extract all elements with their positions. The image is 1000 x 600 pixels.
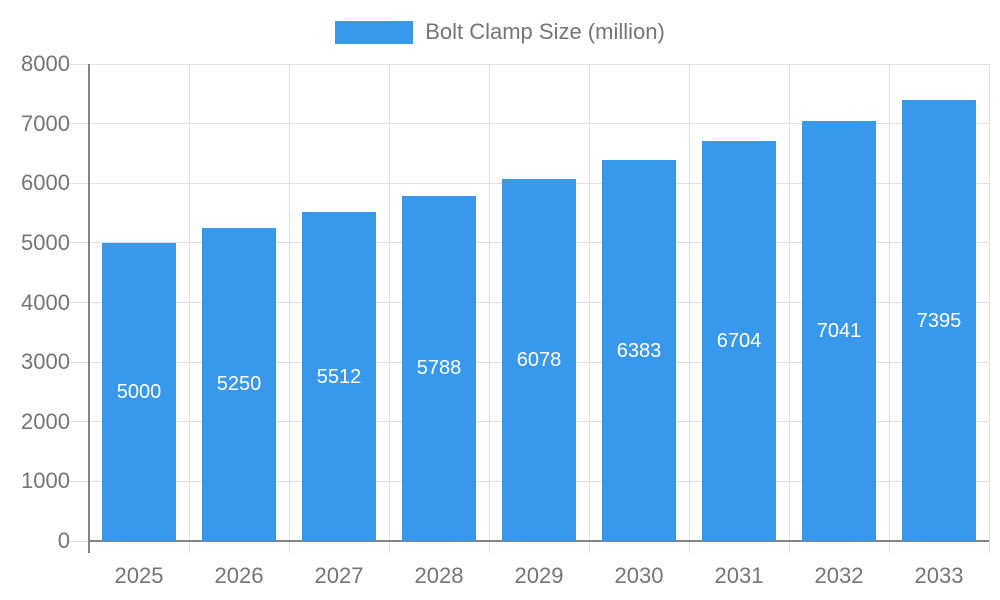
x-tick-label-2031: 2031 [714,563,764,588]
bar-value-label-2029: 6078 [516,348,562,371]
gridline-x-9 [988,64,990,553]
bar-value-label-2033: 7395 [916,309,962,332]
x-tick-label-2032: 2032 [814,563,864,588]
x-tick-label-2033: 2033 [914,563,964,588]
y-tick-label-7000: 7000 [21,110,70,136]
bar-2030 [602,160,676,541]
bar-2031 [702,141,776,541]
x-tick-label-2025: 2025 [114,563,164,588]
gridline-y-7000 [69,123,989,125]
bar-2032 [802,121,876,541]
y-tick-label-8000: 8000 [21,51,70,76]
x-tick-label-2030: 2030 [614,563,664,588]
gridline-x-6 [688,64,690,553]
gridline-x-5 [588,64,590,553]
gridline-x-4 [488,64,490,553]
legend-swatch [335,20,414,44]
bar-value-label-2027: 5512 [316,365,362,388]
tick-y-0 [69,540,89,542]
bar-value-label-2032: 7041 [816,320,862,343]
bar-value-label-2031: 6704 [716,330,762,353]
y-tick-label-6000: 6000 [21,170,70,196]
bar-2027 [302,212,376,541]
gridline-x-3 [388,64,390,553]
bar-2033 [902,100,976,541]
bar-value-label-2030: 6383 [616,339,662,362]
bar-value-label-2025: 5000 [116,380,162,403]
legend-label: Bolt Clamp Size (million) [425,19,665,44]
y-tick-label-0: 0 [57,528,70,553]
x-tick-label-2026: 2026 [214,563,264,588]
y-tick-label-5000: 5000 [21,229,70,255]
bar-2028 [402,195,476,541]
y-axis-line [88,64,90,553]
gridline-y-8000 [69,63,989,65]
gridline-x-8 [888,64,890,553]
bar-value-label-2026: 5250 [216,373,262,396]
x-tick-label-2027: 2027 [314,563,364,588]
x-axis-line [89,540,989,542]
bar-2025 [102,242,176,541]
x-tick-label-2028: 2028 [414,563,464,588]
y-tick-label-3000: 3000 [21,349,70,375]
gridline-x-2 [288,64,290,553]
bar-2026 [202,227,276,541]
plot-area: 5000 5250 5512 5788 6078 6383 6704 7041 7395 [69,63,990,553]
bar-value-label-2028: 5788 [416,357,462,380]
x-tick-label-2029: 2029 [514,563,564,588]
legend[interactable]: Bolt Clamp Size (million) [0,20,1000,44]
bar-2029 [502,178,576,541]
y-tick-label-4000: 4000 [21,289,70,315]
y-tick-label-2000: 2000 [21,408,70,434]
y-tick-label-1000: 1000 [21,468,70,494]
gridline-x-1 [188,64,190,553]
gridline-x-7 [788,64,790,553]
